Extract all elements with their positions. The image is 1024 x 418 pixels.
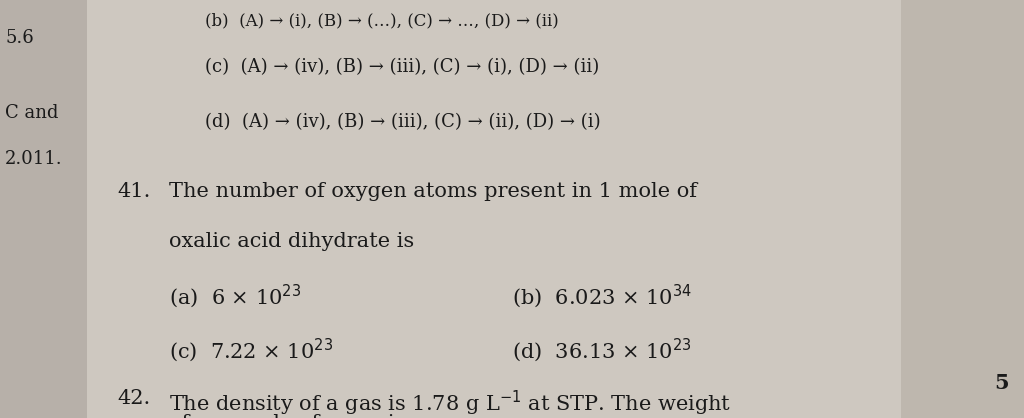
Text: (b)  6.023 × 10$^{34}$: (b) 6.023 × 10$^{34}$ [512,282,692,310]
Text: (b)  (A) → (i), (B) → (…), (C) → …, (D) → (ii): (b) (A) → (i), (B) → (…), (C) → …, (D) →… [205,13,558,30]
Bar [901,0,1024,418]
Text: (a)  6 × 10$^{23}$: (a) 6 × 10$^{23}$ [169,282,301,310]
Text: oxalic acid dihydrate is: oxalic acid dihydrate is [169,232,415,251]
Text: of one mole of a gas is: of one mole of a gas is [169,414,406,418]
Text: 42.: 42. [118,389,151,408]
Text: 41.: 41. [118,182,152,201]
Text: (d)  36.13 × 10$^{23}$: (d) 36.13 × 10$^{23}$ [512,336,691,364]
Text: 5: 5 [994,373,1009,393]
Text: The number of oxygen atoms present in 1 mole of: The number of oxygen atoms present in 1 … [169,182,697,201]
Text: 2.011.: 2.011. [5,150,62,168]
Text: (c)  7.22 × 10$^{23}$: (c) 7.22 × 10$^{23}$ [169,336,333,364]
Text: C and: C and [5,104,58,122]
Bar [0,0,87,418]
Text: (d)  (A) → (iv), (B) → (iii), (C) → (ii), (D) → (i): (d) (A) → (iv), (B) → (iii), (C) → (ii),… [205,113,600,131]
Text: The density of a gas is 1.78 g L$^{-1}$ at STP. The weight: The density of a gas is 1.78 g L$^{-1}$ … [169,389,731,418]
Text: 5.6: 5.6 [5,29,34,47]
Text: (c)  (A) → (iv), (B) → (iii), (C) → (i), (D) → (ii): (c) (A) → (iv), (B) → (iii), (C) → (i), … [205,59,599,76]
